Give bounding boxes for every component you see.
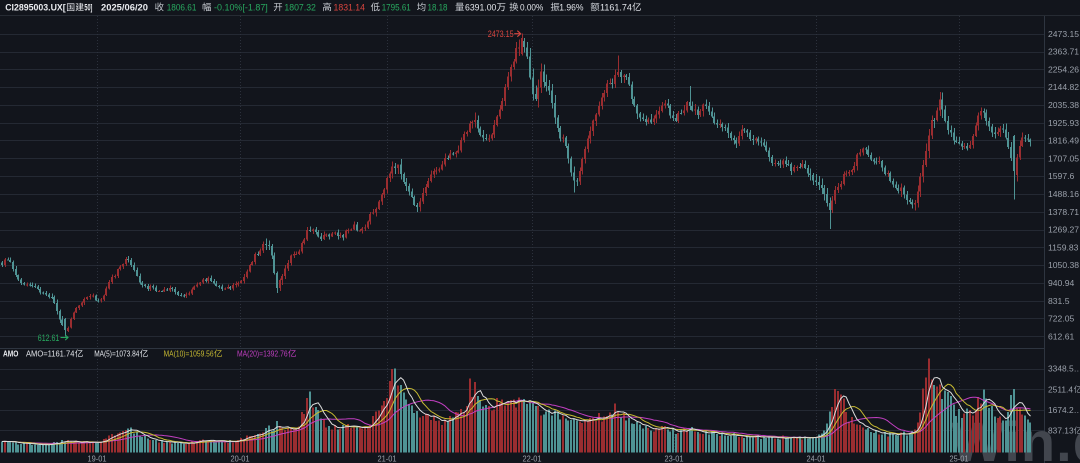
svg-text:-0.10%[-1.87]: -0.10%[-1.87] <box>214 2 268 12</box>
svg-text:2363.71: 2363.71 <box>1048 47 1079 57</box>
svg-text:CI2895003.UX[: CI2895003.UX[ <box>5 2 66 12</box>
svg-text:24-01: 24-01 <box>807 454 826 463</box>
svg-text:1050.38: 1050.38 <box>1048 260 1079 270</box>
svg-text:1.96%: 1.96% <box>559 2 583 12</box>
svg-text:837.13: 837.13 <box>1048 426 1074 436</box>
svg-text:1269.27: 1269.27 <box>1048 225 1079 235</box>
svg-text:1159.83: 1159.83 <box>1048 242 1079 252</box>
svg-text:18.18: 18.18 <box>428 2 448 12</box>
svg-text:1795.61: 1795.61 <box>382 2 411 12</box>
svg-text:1597.6: 1597.6 <box>1048 171 1075 181</box>
svg-text:831.5: 831.5 <box>1048 296 1070 306</box>
svg-text:3348.5…: 3348.5… <box>1048 364 1080 374</box>
svg-text:2473.15: 2473.15 <box>1048 29 1079 39</box>
svg-text:21-01: 21-01 <box>378 454 397 463</box>
svg-text:20-01: 20-01 <box>231 454 250 463</box>
svg-text:1831.14: 1831.14 <box>334 2 366 12</box>
svg-text:2254.26: 2254.26 <box>1048 64 1079 74</box>
svg-text:AMO=1161.74: AMO=1161.74 <box>26 349 75 359</box>
svg-text:1925.93: 1925.93 <box>1048 118 1079 128</box>
svg-text:612.61: 612.61 <box>1048 331 1075 341</box>
svg-text:AMO: AMO <box>3 349 19 359</box>
svg-text:2025/06/20: 2025/06/20 <box>101 2 148 12</box>
svg-text:MA(20)=1392.76: MA(20)=1392.76 <box>237 349 288 359</box>
svg-text:25-01: 25-01 <box>950 454 969 463</box>
svg-text:2144.82: 2144.82 <box>1048 82 1079 92</box>
svg-text:612.61: 612.61 <box>38 333 60 343</box>
svg-text:50]: 50] <box>84 2 92 12</box>
svg-text:MA(10)=1059.56: MA(10)=1059.56 <box>164 349 214 359</box>
svg-text:2511.4: 2511.4 <box>1048 384 1073 394</box>
svg-text:1674.2…: 1674.2… <box>1048 405 1080 415</box>
svg-text:0.00%: 0.00% <box>520 2 543 12</box>
svg-text:1378.71: 1378.71 <box>1048 207 1079 217</box>
svg-text:722.05: 722.05 <box>1048 314 1075 324</box>
svg-text:1161.74: 1161.74 <box>600 2 632 12</box>
svg-text:1707.05: 1707.05 <box>1048 153 1079 163</box>
svg-text:2035.38: 2035.38 <box>1048 100 1079 110</box>
svg-text:1807.32: 1807.32 <box>284 2 316 12</box>
svg-text:MA(5)=1073.84: MA(5)=1073.84 <box>94 349 139 359</box>
svg-text:940.94: 940.94 <box>1048 278 1075 288</box>
svg-text:6391.00: 6391.00 <box>465 2 496 12</box>
svg-text:22-01: 22-01 <box>523 454 542 463</box>
svg-text:1806.61: 1806.61 <box>167 2 197 12</box>
svg-text:19-01: 19-01 <box>88 454 107 463</box>
svg-text:2473.15: 2473.15 <box>488 29 514 39</box>
svg-text:1816.49: 1816.49 <box>1048 136 1079 146</box>
svg-text:23-01: 23-01 <box>665 454 684 463</box>
svg-text:1488.16: 1488.16 <box>1048 189 1079 199</box>
